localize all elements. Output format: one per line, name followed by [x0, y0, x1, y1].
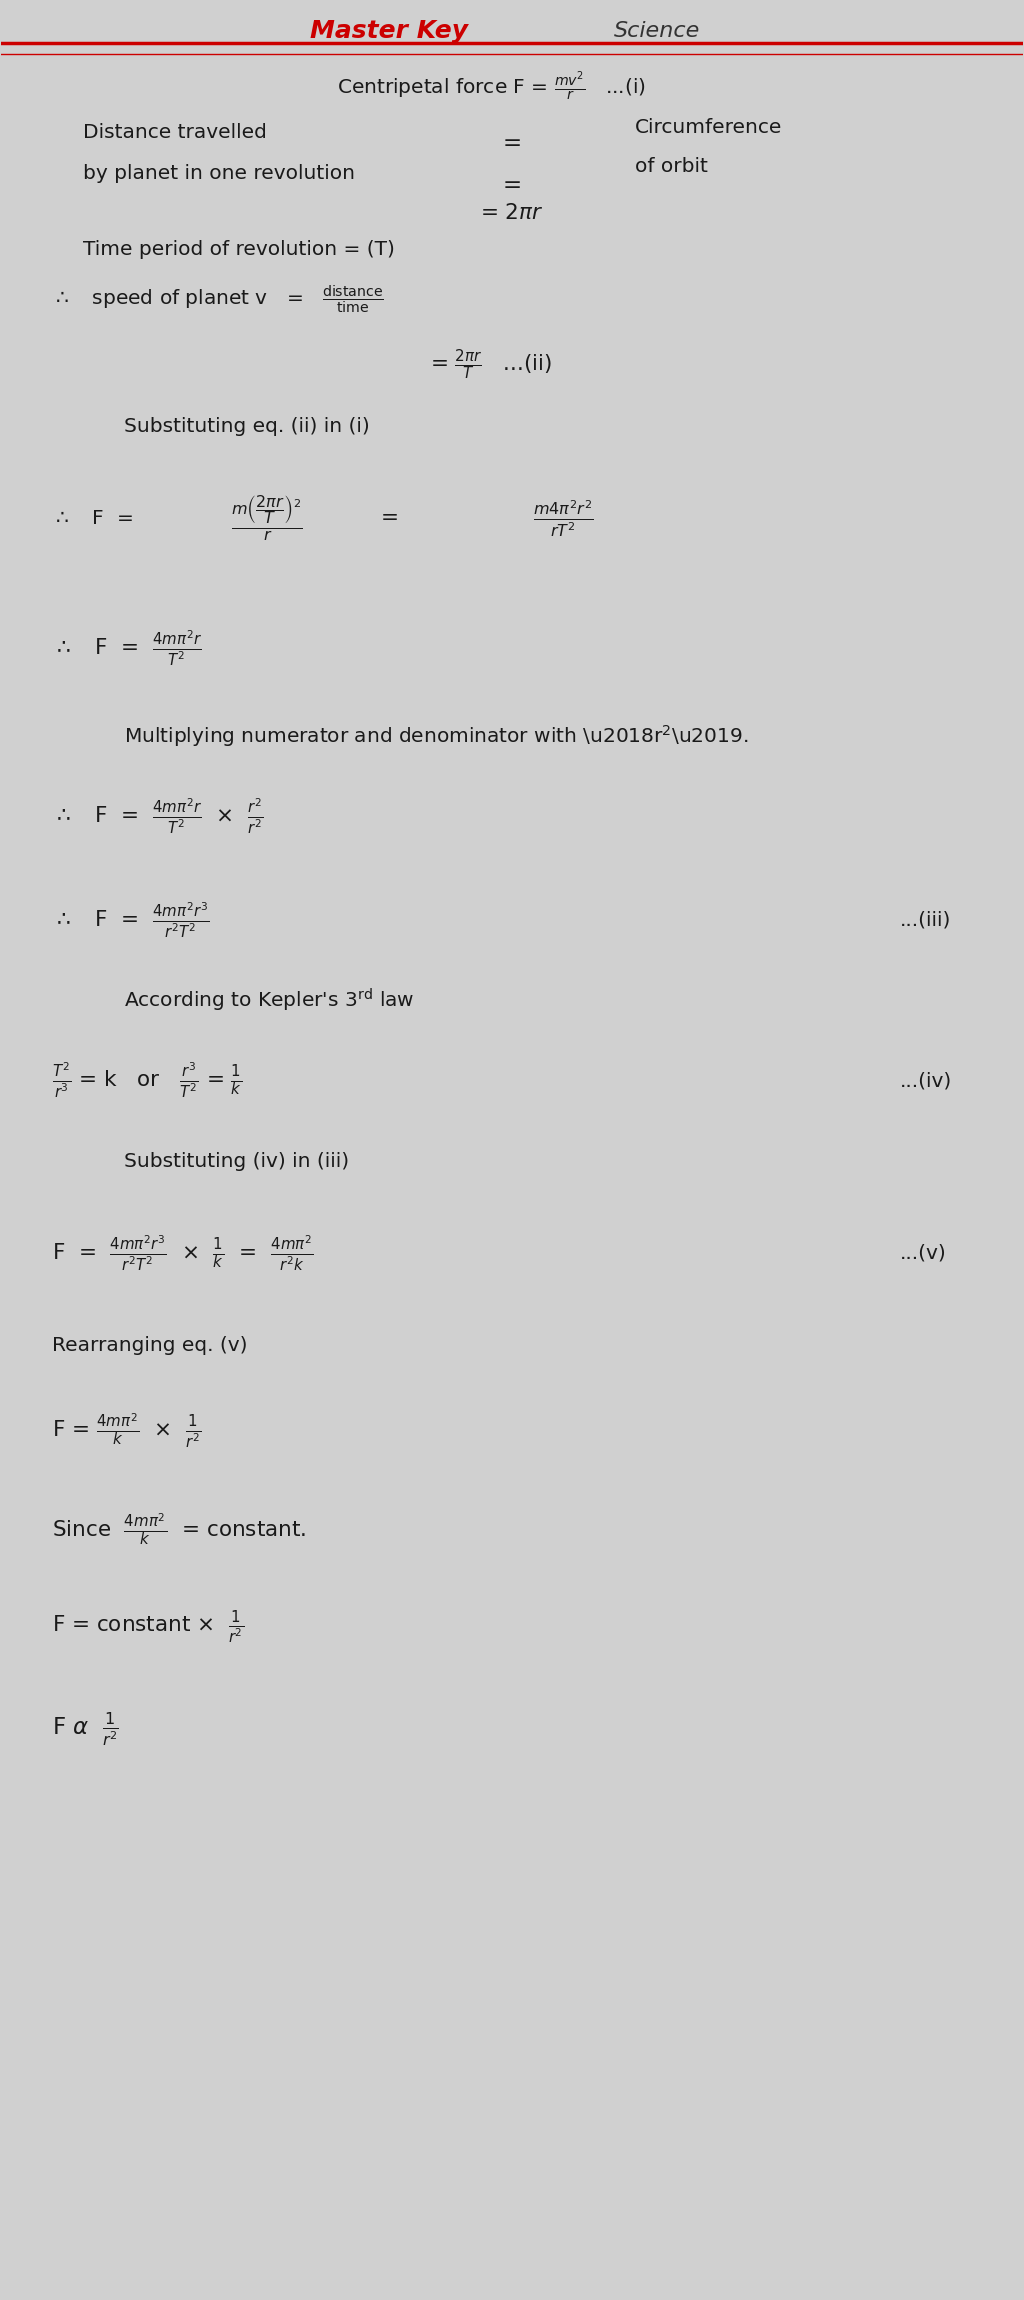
Text: Since  $\frac{4m\pi^2}{k}$  = constant.: Since $\frac{4m\pi^2}{k}$ = constant.: [52, 1511, 307, 1548]
Text: Rearranging eq. (v): Rearranging eq. (v): [52, 1336, 248, 1355]
Text: of orbit: of orbit: [635, 156, 708, 177]
Text: F $\alpha$  $\frac{1}{r^2}$: F $\alpha$ $\frac{1}{r^2}$: [52, 1709, 120, 1748]
Text: =: =: [503, 133, 521, 156]
Text: $\frac{m\left(\dfrac{2\pi r}{T}\right)^2}{r}$: $\frac{m\left(\dfrac{2\pi r}{T}\right)^2…: [231, 494, 303, 543]
Text: $\therefore$   F  =: $\therefore$ F =: [52, 508, 133, 527]
Text: $\frac{T^2}{r^3}$ = k   or   $\frac{r^3}{T^2}$ = $\frac{1}{k}$: $\frac{T^2}{r^3}$ = k or $\frac{r^3}{T^2…: [52, 1063, 243, 1099]
Text: = $2\pi r$: = $2\pi r$: [480, 202, 544, 223]
Text: =: =: [381, 508, 398, 529]
Text: $\therefore$   speed of planet v   =   $\frac{\mathrm{distance}}{\mathrm{time}}$: $\therefore$ speed of planet v = $\frac{…: [52, 283, 384, 315]
Text: $\therefore$   F  =  $\frac{4m\pi^2 r}{T^2}$: $\therefore$ F = $\frac{4m\pi^2 r}{T^2}$: [52, 630, 203, 669]
Text: F = constant $\times$  $\frac{1}{r^2}$: F = constant $\times$ $\frac{1}{r^2}$: [52, 1610, 245, 1647]
Text: $\frac{m 4\pi^2 r^2}{rT^2}$: $\frac{m 4\pi^2 r^2}{rT^2}$: [532, 499, 593, 538]
Text: ...(v): ...(v): [900, 1244, 947, 1263]
Text: Science: Science: [614, 21, 700, 41]
Text: Circumference: Circumference: [635, 117, 782, 138]
Text: F = $\frac{4m\pi^2}{k}$  $\times$  $\frac{1}{r^2}$: F = $\frac{4m\pi^2}{k}$ $\times$ $\frac{…: [52, 1410, 202, 1449]
Text: F  =  $\frac{4m\pi^2 r^3}{r^2 T^2}$  $\times$  $\frac{1}{k}$  =  $\frac{4m\pi^2}: F = $\frac{4m\pi^2 r^3}{r^2 T^2}$ $\time…: [52, 1235, 314, 1272]
Text: $\therefore$   F  =  $\frac{4m\pi^2 r}{T^2}$  $\times$  $\frac{r^2}{r^2}$: $\therefore$ F = $\frac{4m\pi^2 r}{T^2}$…: [52, 798, 264, 837]
Text: Substituting (iv) in (iii): Substituting (iv) in (iii): [124, 1152, 349, 1171]
Text: =: =: [503, 175, 521, 198]
Text: $\therefore$   F  =  $\frac{4m\pi^2 r^3}{r^2 T^2}$: $\therefore$ F = $\frac{4m\pi^2 r^3}{r^2…: [52, 902, 210, 938]
Text: ...(iii): ...(iii): [900, 911, 951, 929]
Text: Master Key: Master Key: [310, 18, 468, 44]
Text: Centripetal force F = $\frac{mv^2}{r}$   ...(i): Centripetal force F = $\frac{mv^2}{r}$ .…: [337, 69, 646, 104]
Text: Distance travelled: Distance travelled: [83, 122, 267, 143]
Text: ...(iv): ...(iv): [900, 1072, 952, 1090]
Text: Substituting eq. (ii) in (i): Substituting eq. (ii) in (i): [124, 416, 370, 437]
Text: Multiplying numerator and denominator with \u2018r$^2$\u2019.: Multiplying numerator and denominator wi…: [124, 724, 749, 750]
Text: = $\frac{2\pi r}{T}$   ...(ii): = $\frac{2\pi r}{T}$ ...(ii): [430, 347, 553, 382]
Text: Time period of revolution = (T): Time period of revolution = (T): [83, 239, 395, 260]
Text: According to Kepler's 3$^{\mathrm{rd}}$ law: According to Kepler's 3$^{\mathrm{rd}}$ …: [124, 987, 415, 1014]
Text: by planet in one revolution: by planet in one revolution: [83, 163, 355, 184]
